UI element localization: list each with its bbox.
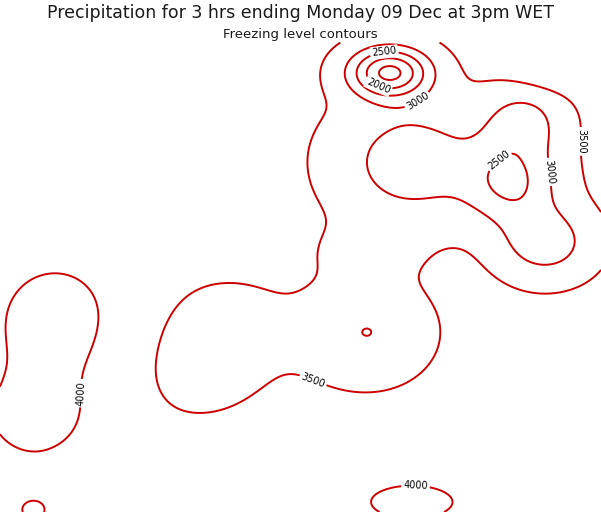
Text: Precipitation for 3 hrs ending Monday 09 Dec at 3pm WET: Precipitation for 3 hrs ending Monday 09… [47, 4, 554, 22]
Text: Freezing level contours: Freezing level contours [223, 28, 378, 41]
Text: 2500: 2500 [371, 46, 397, 58]
Text: 3500: 3500 [576, 129, 586, 154]
Text: 2500: 2500 [486, 148, 511, 172]
Text: 3000: 3000 [543, 159, 556, 185]
Text: 4000: 4000 [75, 381, 87, 406]
Text: 2000: 2000 [365, 76, 391, 96]
Text: 3000: 3000 [404, 91, 431, 112]
Text: 3500: 3500 [300, 371, 326, 389]
Text: 4000: 4000 [403, 480, 428, 491]
